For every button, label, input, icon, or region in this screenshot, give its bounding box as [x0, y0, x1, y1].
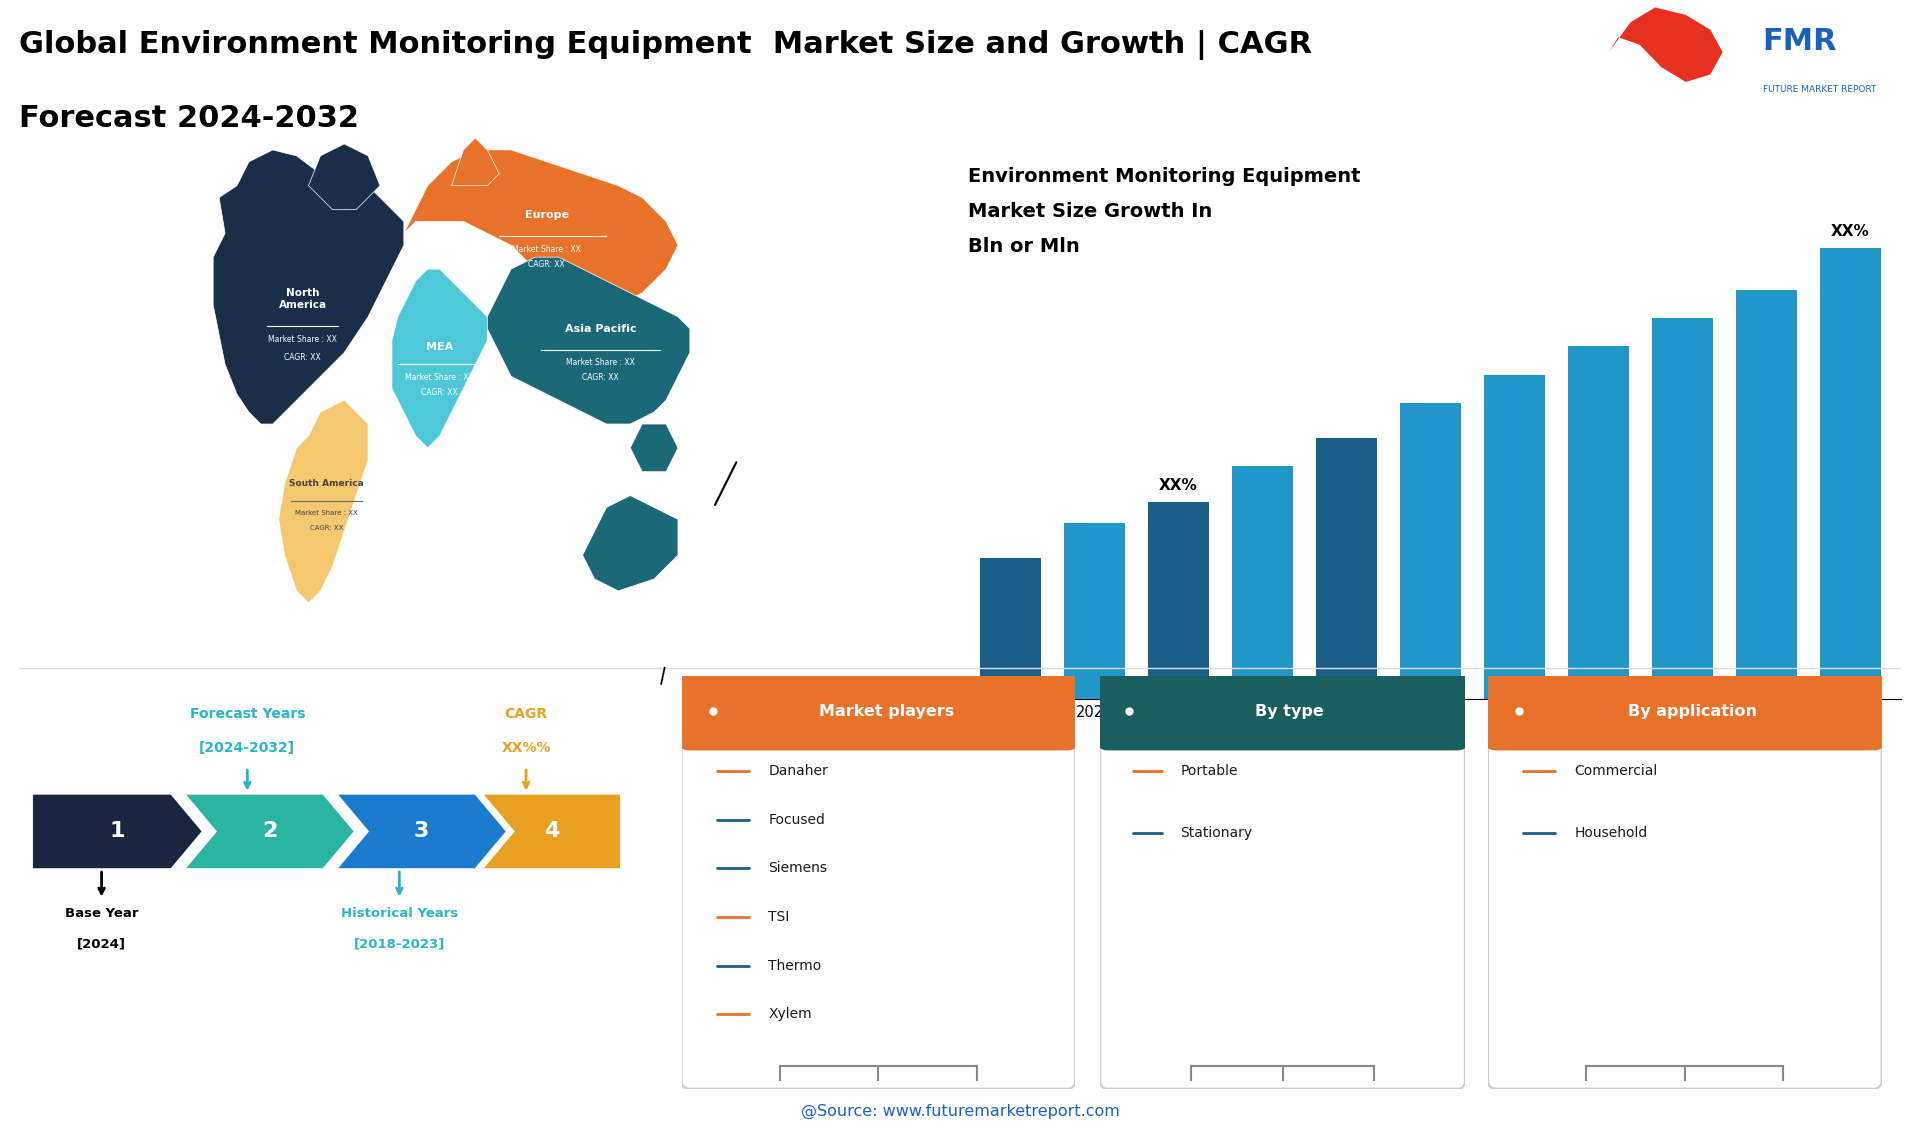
Text: Market Share : XX: Market Share : XX [405, 374, 474, 383]
Bar [1820, 248, 1880, 699]
Text: Siemens: Siemens [768, 862, 828, 876]
FancyBboxPatch shape [682, 730, 1075, 1089]
Text: \: \ [655, 666, 670, 686]
Text: Portable: Portable [1181, 764, 1238, 778]
Polygon shape [278, 400, 369, 603]
Text: Global Environment Monitoring Equipment  Market Size and Growth | CAGR: Global Environment Monitoring Equipment … [19, 30, 1313, 60]
Text: FMR: FMR [1763, 28, 1837, 56]
Text: Historical Years: Historical Years [340, 908, 459, 920]
FancyBboxPatch shape [1488, 730, 1882, 1089]
Text: FUTURE MARKET REPORT: FUTURE MARKET REPORT [1763, 85, 1876, 94]
FancyBboxPatch shape [1100, 730, 1465, 1089]
Text: Market Share : XX: Market Share : XX [513, 245, 582, 254]
Bar [1736, 290, 1797, 699]
Text: Danaher: Danaher [768, 764, 828, 778]
Bar [979, 558, 1041, 699]
Text: Market Share : XX: Market Share : XX [296, 510, 357, 517]
Text: Xylem: Xylem [768, 1007, 812, 1021]
Text: [2024]: [2024] [77, 937, 127, 950]
Text: CAGR: CAGR [505, 707, 547, 721]
Text: Forecast Years: Forecast Years [190, 707, 305, 721]
Text: Focused: Focused [768, 813, 826, 826]
Text: Base Year: Base Year [65, 908, 138, 920]
Text: Stationary: Stationary [1181, 826, 1252, 840]
Text: 2: 2 [261, 822, 276, 841]
Text: Commercial: Commercial [1574, 764, 1657, 778]
Polygon shape [488, 257, 689, 424]
Polygon shape [403, 150, 678, 305]
Bar [1233, 466, 1292, 699]
Bar [1651, 319, 1713, 699]
Text: Europe: Europe [524, 211, 568, 220]
Text: CAGR: XX: CAGR: XX [284, 353, 321, 361]
Text: XX%: XX% [1832, 225, 1870, 240]
Polygon shape [213, 150, 403, 424]
Text: Forecast 2024-2032: Forecast 2024-2032 [19, 104, 359, 133]
FancyBboxPatch shape [678, 672, 1079, 751]
Polygon shape [309, 144, 380, 210]
Text: Environment Monitoring Equipment: Environment Monitoring Equipment [968, 166, 1361, 186]
Text: [2024-2032]: [2024-2032] [200, 740, 296, 755]
Text: CAGR: XX: CAGR: XX [420, 388, 459, 398]
FancyBboxPatch shape [1484, 672, 1885, 751]
Text: By application: By application [1628, 704, 1757, 719]
Text: Asia Pacific: Asia Pacific [564, 323, 636, 333]
Text: Market Share : XX: Market Share : XX [269, 335, 338, 344]
Text: @Source: www.futuremarketreport.com: @Source: www.futuremarketreport.com [801, 1104, 1119, 1120]
Polygon shape [392, 269, 488, 448]
Text: 4: 4 [543, 822, 559, 841]
Text: North
America: North America [278, 288, 326, 311]
Text: South America: South America [290, 479, 363, 488]
Bar [1148, 502, 1210, 699]
Bar [1315, 438, 1377, 699]
Polygon shape [630, 424, 678, 472]
Text: Thermo: Thermo [768, 959, 822, 973]
Text: Household: Household [1574, 826, 1647, 840]
Bar [1400, 403, 1461, 699]
Polygon shape [482, 793, 622, 869]
Polygon shape [582, 495, 678, 591]
Polygon shape [336, 793, 507, 869]
Text: 1: 1 [109, 822, 125, 841]
Text: MEA: MEA [426, 342, 453, 352]
Text: CAGR: XX: CAGR: XX [528, 260, 564, 269]
Text: Market Size Growth In: Market Size Growth In [968, 202, 1213, 221]
Text: XX%: XX% [1160, 478, 1198, 493]
Text: 3: 3 [415, 822, 430, 841]
Bar [1569, 346, 1628, 699]
Text: XX%%: XX%% [501, 740, 551, 755]
Text: By type: By type [1256, 704, 1325, 719]
FancyBboxPatch shape [1096, 672, 1469, 751]
Text: Market players: Market players [818, 704, 954, 719]
Text: CAGR: XX: CAGR: XX [309, 525, 344, 532]
Text: Bln or Mln: Bln or Mln [968, 237, 1081, 257]
Text: TSI: TSI [768, 910, 789, 924]
Bar [1484, 375, 1544, 699]
Text: [2018-2023]: [2018-2023] [353, 937, 445, 950]
Polygon shape [451, 138, 499, 186]
Text: Market Share : XX: Market Share : XX [566, 359, 636, 368]
Polygon shape [1609, 8, 1722, 83]
Text: CAGR: XX: CAGR: XX [582, 374, 618, 383]
Polygon shape [184, 793, 355, 869]
Polygon shape [33, 793, 204, 869]
Bar [1064, 523, 1125, 699]
